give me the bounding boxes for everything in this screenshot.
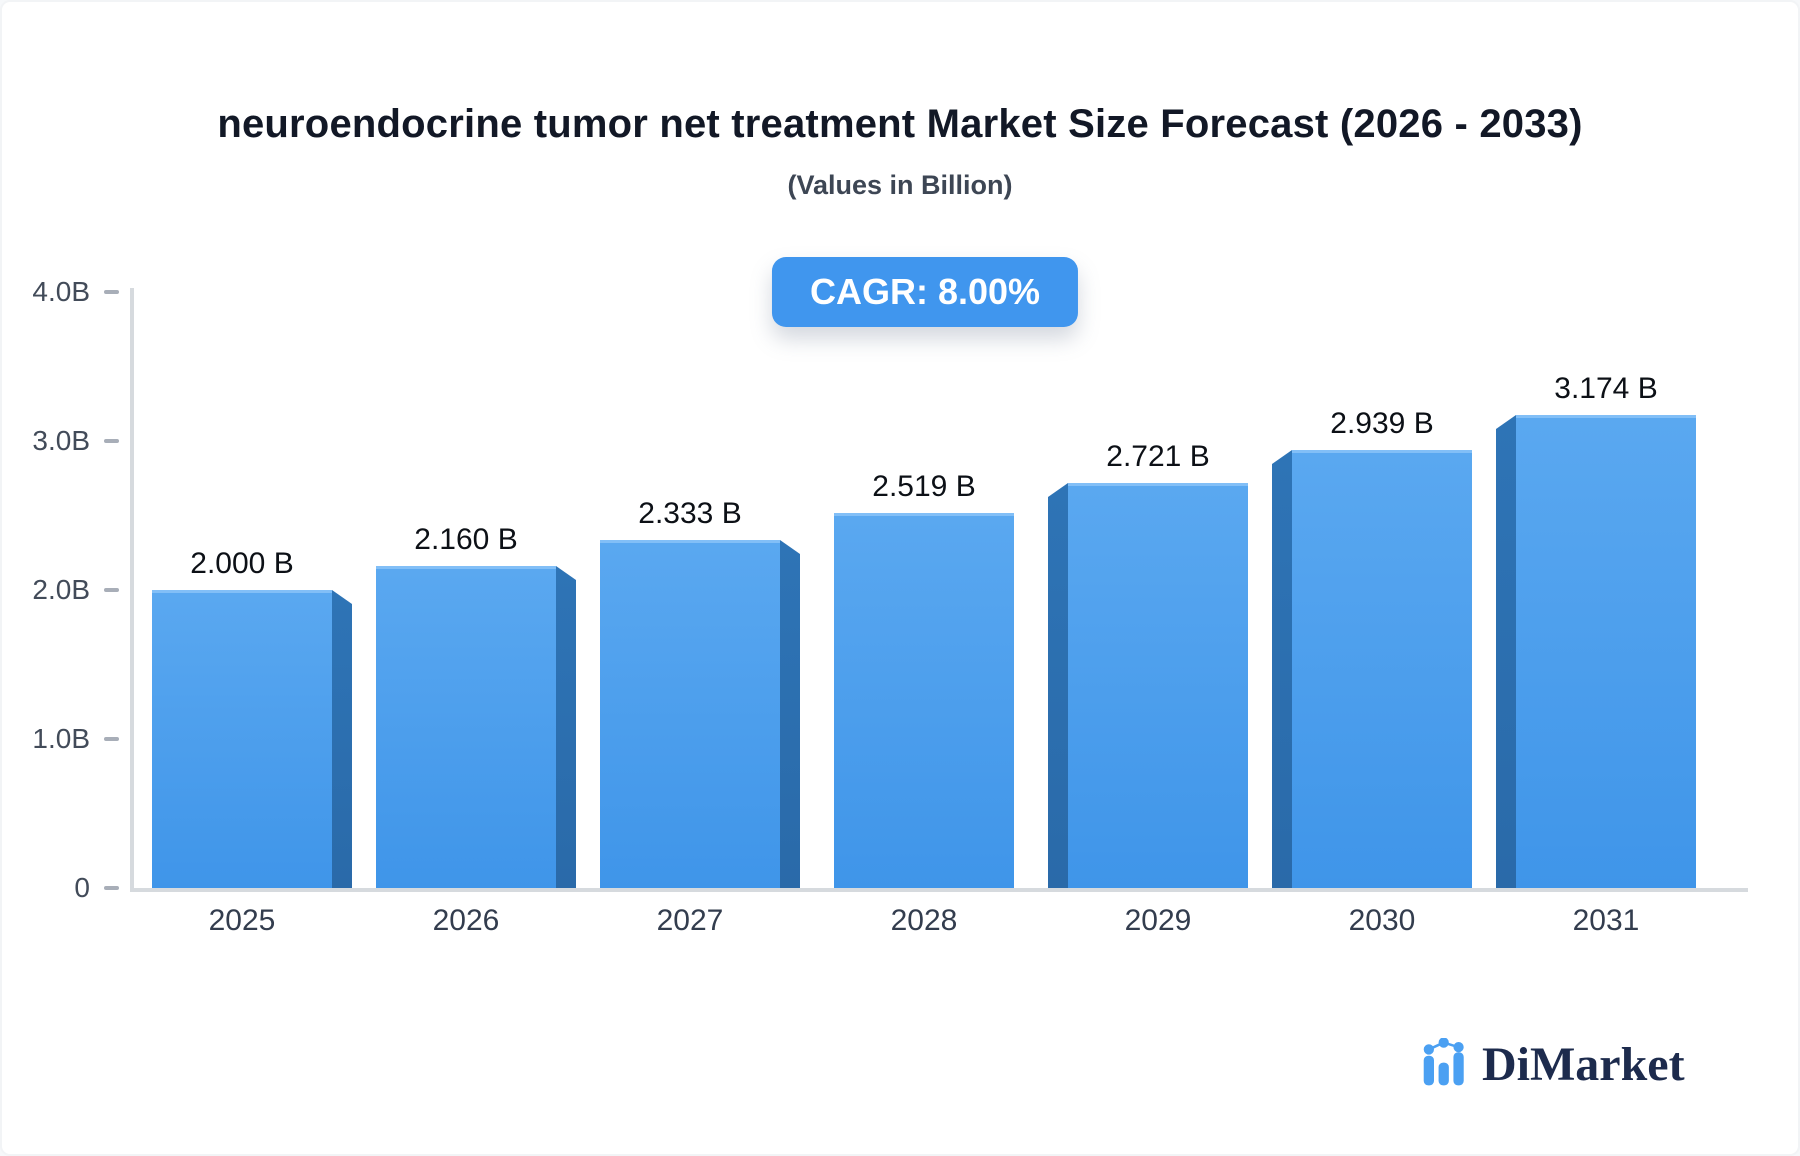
bar-value-label: 3.174 B <box>1554 372 1658 405</box>
y-tick <box>104 290 119 294</box>
y-axis-label: 3.0B <box>32 425 90 456</box>
x-axis-label: 2027 <box>656 904 724 937</box>
bar-value-label: 2.333 B <box>638 497 742 530</box>
bar-side-panel <box>1272 450 1292 888</box>
bar-2029 <box>1068 483 1248 888</box>
brand-logo: DiMarket <box>1423 1037 1685 1092</box>
x-axis-label: 2026 <box>432 904 500 937</box>
y-axis-label: 4.0B <box>32 276 90 307</box>
bar-2030 <box>1292 450 1472 888</box>
y-tick <box>104 737 119 741</box>
bar-2031 <box>1516 415 1696 888</box>
bar-value-label: 2.519 B <box>872 470 976 503</box>
bar-2026 <box>376 566 556 888</box>
bar-value-label: 2.939 B <box>1330 407 1434 440</box>
bar-side-panel <box>1048 483 1068 888</box>
bar-value-label: 2.160 B <box>414 523 518 556</box>
bar-value-label: 2.000 B <box>190 547 294 580</box>
x-axis-label: 2029 <box>1124 904 1192 937</box>
bar-2027 <box>600 540 780 888</box>
x-axis-label: 2030 <box>1348 904 1416 937</box>
bar-value-label: 2.721 B <box>1106 440 1210 473</box>
brand-name: DiMarket <box>1482 1038 1685 1091</box>
chart-subtitle: (Values in Billion) <box>787 170 1013 200</box>
y-tick <box>104 886 119 890</box>
y-axis-label: 1.0B <box>32 723 90 754</box>
cagr-badge: CAGR: 8.00% <box>771 257 1079 327</box>
x-axis-label: 2025 <box>208 904 276 937</box>
bar-side-panel <box>556 566 576 888</box>
y-tick <box>104 439 119 443</box>
x-axis-label: 2031 <box>1572 904 1640 937</box>
y-axis-label: 2.0B <box>32 574 90 605</box>
y-axis-line <box>130 288 134 892</box>
bar-side-panel <box>1496 415 1516 888</box>
bar-side-panel <box>332 590 352 888</box>
chart-title: neuroendocrine tumor net treatment Marke… <box>217 102 1583 146</box>
x-axis-label: 2028 <box>890 904 958 937</box>
bar-chart-logo-icon <box>1423 1037 1469 1091</box>
y-tick <box>104 588 119 592</box>
y-axis-label: 0 <box>74 872 90 903</box>
bar-side-panel <box>780 540 800 888</box>
bar-2025 <box>152 590 332 888</box>
bar-2028 <box>834 513 1014 888</box>
x-axis-line <box>130 888 1748 892</box>
